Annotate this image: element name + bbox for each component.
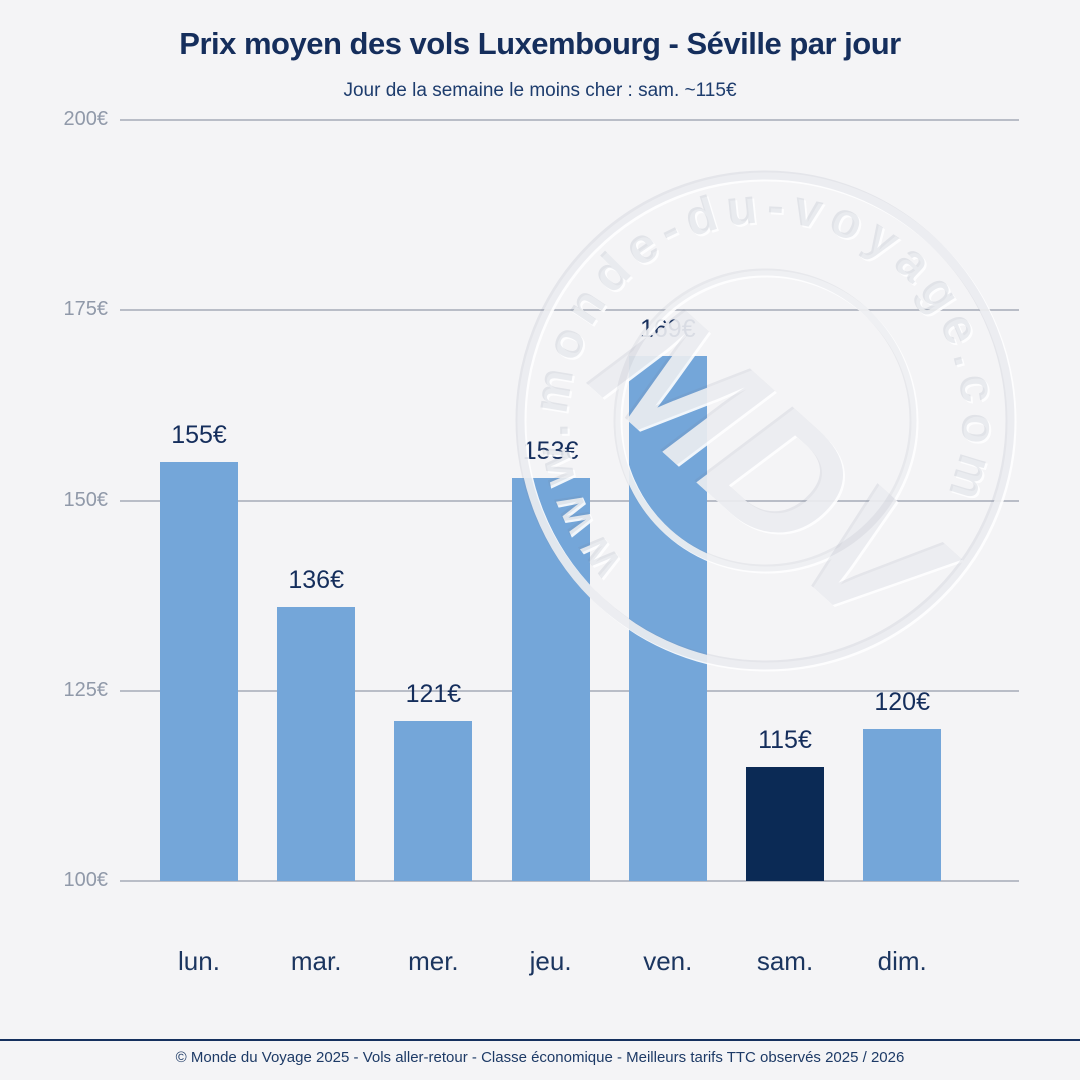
footer-copyright: © Monde du Voyage 2025 - Vols aller-reto…	[175, 1049, 905, 1066]
bar-jeu	[511, 477, 590, 881]
page-title: Prix moyen des vols Luxembourg - Séville…	[179, 26, 901, 61]
value-label-lun: 155€	[171, 421, 227, 450]
y-axis-label-175: 175€	[63, 298, 109, 321]
y-axis-label-200: 200€	[63, 108, 109, 130]
x-axis-label-lun: lun.	[178, 946, 220, 976]
bar-mar	[277, 607, 356, 881]
chart-subtitle: Jour de la semaine le moins cher : sam. …	[343, 80, 737, 101]
value-label-ven: 169€	[639, 314, 696, 343]
x-axis-label-jeu: jeu.	[529, 946, 572, 976]
gridline-175	[120, 309, 1019, 312]
footer-divider	[0, 1039, 1080, 1041]
x-axis-label-ven: ven.	[643, 946, 693, 976]
y-axis-label-150: 150€	[63, 488, 109, 511]
watermark-ring-text-highlight: www.monde-du-voyage.com	[524, 179, 1011, 593]
watermark-ring-text: www.monde-du-voyage.com	[522, 177, 1009, 591]
y-axis-label-100: 100€	[63, 869, 109, 891]
bar-sam	[746, 766, 824, 881]
bar-mer	[394, 721, 473, 881]
watermark-outer-ring	[515, 170, 1015, 670]
gridline-100	[120, 880, 1019, 882]
bar-dim	[863, 728, 942, 881]
y-axis-label-125: 125€	[63, 678, 109, 701]
bar-lun	[160, 462, 238, 881]
x-axis-label-sam: sam.	[756, 946, 814, 976]
value-label-mer: 121€	[405, 680, 462, 709]
value-label-mar: 136€	[288, 566, 344, 595]
value-label-jeu: 153€	[522, 436, 579, 465]
bar-ven	[628, 355, 707, 881]
x-axis-label-dim: dim.	[877, 946, 927, 976]
watermark-outer-ring-highlight	[517, 172, 1017, 672]
gridline-200	[120, 119, 1019, 121]
x-axis-label-mer: mer.	[408, 946, 459, 976]
value-label-dim: 120€	[874, 687, 930, 716]
value-label-sam: 115€	[758, 725, 812, 754]
x-axis-label-mar: mar.	[290, 946, 342, 976]
